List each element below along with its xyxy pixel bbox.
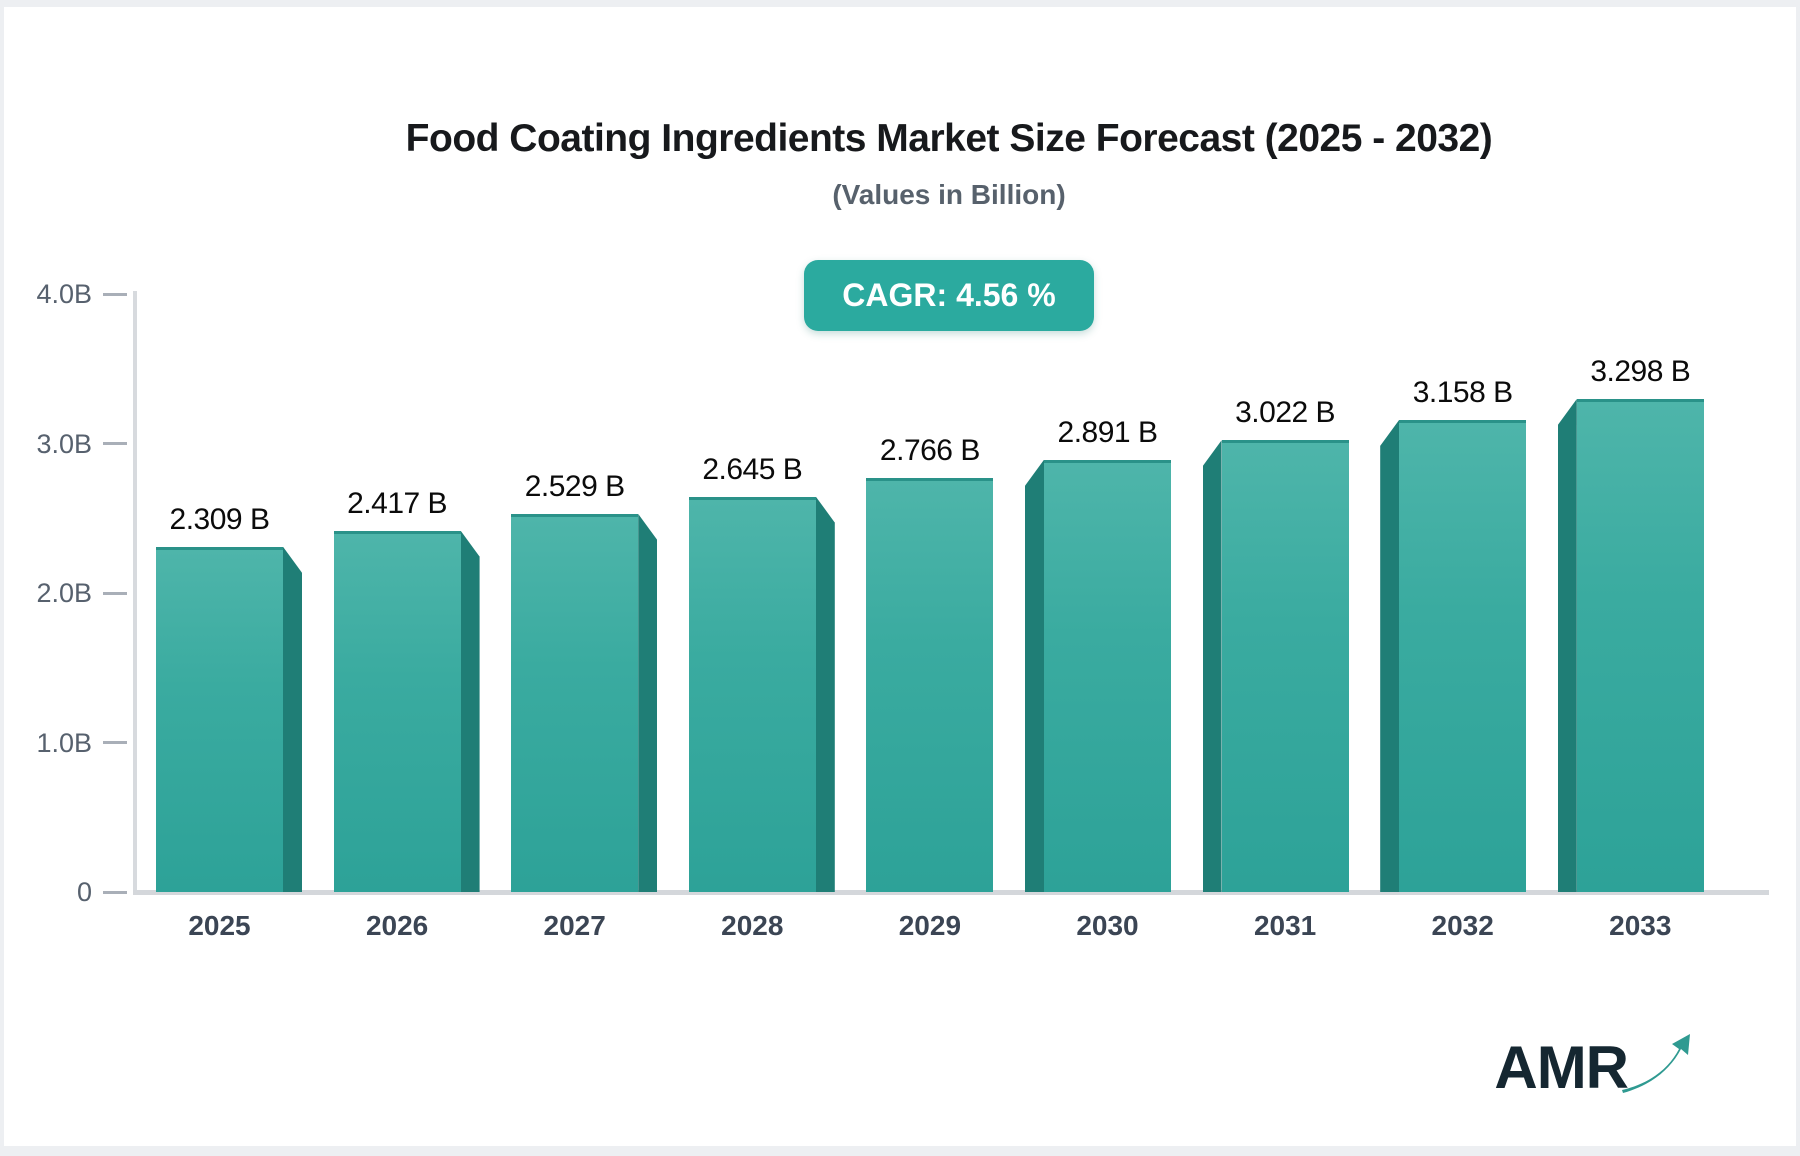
cagr-badge-row: CAGR: 4.56 % bbox=[134, 260, 1764, 331]
bar-2032 bbox=[1380, 419, 1527, 892]
y-tick-label: 3.0B bbox=[36, 428, 92, 459]
cagr-badge: CAGR: 4.56 % bbox=[804, 260, 1094, 331]
amr-logo: AMR bbox=[1494, 1032, 1692, 1101]
y-tick-dash bbox=[103, 292, 127, 296]
x-tick-label-2026: 2026 bbox=[365, 910, 429, 941]
bar-value-label: 2.309 B bbox=[169, 502, 270, 536]
y-axis-line bbox=[133, 291, 137, 892]
bar-2026 bbox=[333, 530, 480, 892]
y-tick-label: 4.0B bbox=[36, 279, 92, 309]
x-axis-line bbox=[133, 890, 1769, 895]
bar-side-face bbox=[283, 546, 302, 892]
bar-front-face bbox=[1221, 440, 1349, 892]
bar-value-label: 3.298 B bbox=[1590, 354, 1691, 388]
bar-front-face bbox=[866, 478, 994, 892]
x-tick-label-2027: 2027 bbox=[543, 910, 606, 941]
y-tick-label: 0 bbox=[76, 877, 92, 907]
chart-title: Food Coating Ingredients Market Size For… bbox=[405, 117, 1493, 160]
bar-front-face bbox=[511, 513, 639, 892]
bar-front-face bbox=[1044, 459, 1171, 892]
bar-front-face bbox=[688, 496, 816, 892]
x-tick-label-2032: 2032 bbox=[1431, 910, 1494, 941]
x-tick-label-2030: 2030 bbox=[1076, 910, 1139, 941]
amr-logo-text: AMR bbox=[1494, 1034, 1629, 1101]
bar-side-face bbox=[815, 496, 835, 892]
x-tick-label-2025: 2025 bbox=[188, 910, 251, 941]
x-tick-label-2028: 2028 bbox=[721, 910, 784, 941]
y-tick-dash bbox=[103, 741, 127, 744]
bar-front-face bbox=[333, 530, 461, 892]
chart-card: Food Coating Ingredients Market Size For… bbox=[4, 7, 1796, 1146]
bar-value-label: 2.417 B bbox=[347, 486, 448, 520]
y-tick-label: 1.0B bbox=[36, 727, 92, 758]
bar-side-face bbox=[1025, 459, 1044, 892]
bar-side-face bbox=[638, 513, 658, 892]
bar-2028 bbox=[688, 496, 835, 892]
bar-value-label: 3.158 B bbox=[1412, 375, 1513, 409]
chart-header: Food Coating Ingredients Market Size For… bbox=[134, 7, 1764, 211]
bar-front-face bbox=[1576, 398, 1704, 892]
bar-side-face bbox=[1202, 440, 1222, 892]
bar-2030 bbox=[1025, 459, 1171, 892]
y-tick-dash bbox=[103, 890, 127, 894]
chart-subtitle: (Values in Billion) bbox=[832, 179, 1066, 210]
bar-2031 bbox=[1202, 440, 1349, 892]
bar-front-face bbox=[1399, 419, 1527, 892]
bar-2033 bbox=[1557, 398, 1704, 892]
x-tick-label-2033: 2033 bbox=[1609, 910, 1672, 941]
bar-2027 bbox=[511, 513, 658, 892]
bar-value-label: 2.891 B bbox=[1057, 415, 1158, 449]
bar-side-face bbox=[1557, 398, 1577, 892]
bar-2029 bbox=[866, 478, 994, 892]
bar-value-label: 3.022 B bbox=[1235, 396, 1336, 430]
y-tick-label: 2.0B bbox=[36, 578, 92, 608]
bar-value-label: 2.645 B bbox=[702, 452, 803, 486]
y-tick-dash bbox=[103, 442, 127, 445]
bar-side-face bbox=[460, 530, 480, 892]
bar-front-face bbox=[156, 546, 283, 892]
x-tick-label-2031: 2031 bbox=[1253, 910, 1317, 941]
x-tick-label-2029: 2029 bbox=[898, 910, 962, 941]
bar-value-label: 2.766 B bbox=[879, 434, 980, 468]
y-tick-dash bbox=[103, 591, 127, 595]
bar-2025 bbox=[156, 546, 302, 892]
bar-side-face bbox=[1380, 419, 1400, 892]
growth-arrow-icon bbox=[1622, 1034, 1690, 1093]
bar-chart-plot: 4.0B 3.0B 2.0B 1.0B 0 2.309 B 2.417 B 2.529 B 2… bbox=[4, 7, 1796, 1146]
bar-value-label: 2.529 B bbox=[524, 469, 625, 503]
